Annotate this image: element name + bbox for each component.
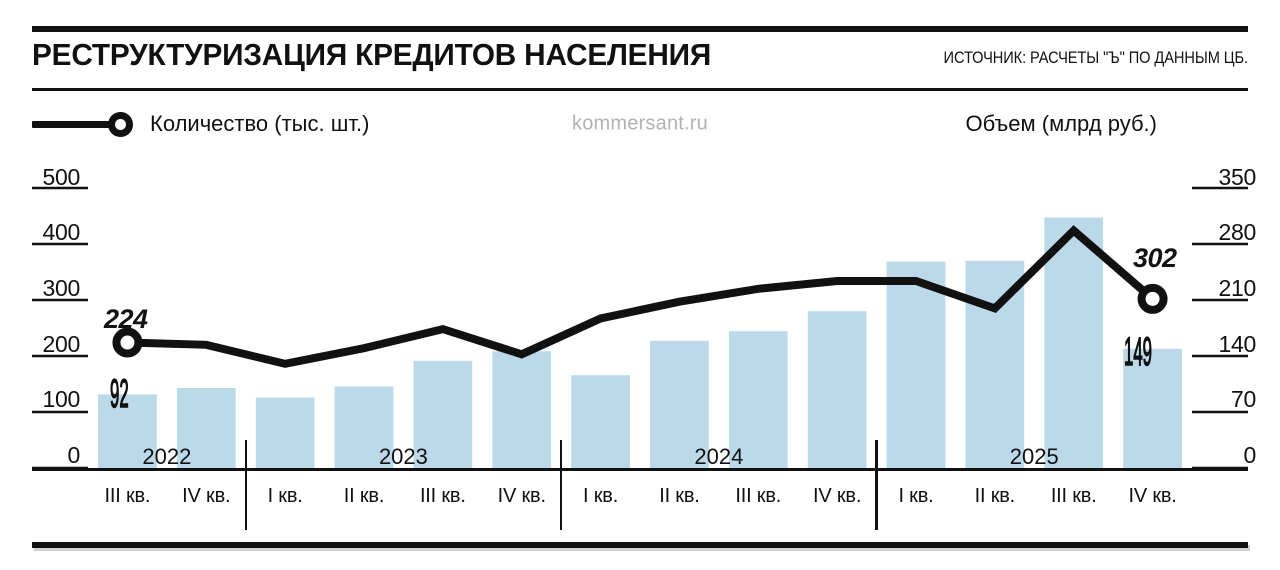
axis-right-tick-0: 0 xyxy=(1243,442,1257,468)
year-label: 2023 xyxy=(378,444,428,469)
count-line xyxy=(127,225,1156,368)
quarter-label: III кв. xyxy=(735,485,782,507)
year-label: 2024 xyxy=(694,444,744,469)
quarter-label: II кв. xyxy=(659,485,700,507)
bottom-rule xyxy=(32,542,1248,548)
axis-right-tick-280: 280 xyxy=(1218,219,1257,245)
legend-line-swatch xyxy=(32,120,112,128)
callout-volume-first: 92 xyxy=(110,371,129,417)
axis-right-tick-210: 210 xyxy=(1218,275,1257,301)
bar xyxy=(1044,217,1104,468)
quarter-label: III кв. xyxy=(419,485,466,507)
axis-right-tick-70: 70 xyxy=(1231,386,1256,412)
top-rule xyxy=(32,26,1248,32)
quarter-label: I кв. xyxy=(898,485,934,507)
watermark: kommersant.ru xyxy=(572,112,708,135)
axis-left-tick-500: 500 xyxy=(42,164,81,190)
quarter-label: I кв. xyxy=(583,485,619,507)
year-separator xyxy=(875,440,878,530)
quarter-label: IV кв. xyxy=(497,485,546,507)
quarter-label: IV кв. xyxy=(182,485,231,507)
callout-count-last: 302 xyxy=(1133,243,1177,273)
line-endpoint-marker xyxy=(1137,283,1168,314)
source-note: ИСТОЧНИК: РАСЧЕТЫ "Ъ" ПО ДАННЫМ ЦБ. xyxy=(943,48,1249,67)
legend-marker-icon xyxy=(108,111,133,137)
legend-item-volume: Объем (млрд руб.) xyxy=(966,104,1248,144)
quarter-label: III кв. xyxy=(1050,485,1097,507)
axis-left-tick-200: 200 xyxy=(42,331,81,357)
axis-left-tick-400: 400 xyxy=(42,219,81,245)
legend-bar-swatch xyxy=(1170,115,1248,134)
axis-right-tick-140: 140 xyxy=(1218,331,1257,357)
axis-left-tick-300: 300 xyxy=(42,275,81,301)
page-title: РЕСТРУКТУРИЗАЦИЯ КРЕДИТОВ НАСЕЛЕНИЯ xyxy=(32,37,712,72)
quarter-label: IV кв. xyxy=(813,485,862,507)
chart-legend: Количество (тыс. шт.) kommersant.ru Объе… xyxy=(32,104,1248,144)
callout-volume-last: 149 xyxy=(1124,329,1153,375)
legend-count-label: Количество (тыс. шт.) xyxy=(150,111,370,136)
axis-right-tick-350: 350 xyxy=(1218,164,1257,190)
year-label: 2025 xyxy=(1009,444,1059,469)
bar xyxy=(886,261,946,468)
year-label: 2022 xyxy=(142,444,192,469)
callout-count-first: 224 xyxy=(104,304,148,334)
chart-header: РЕСТРУКТУРИЗАЦИЯ КРЕДИТОВ НАСЕЛЕНИЯ ИСТО… xyxy=(32,36,1248,84)
year-separator xyxy=(559,440,563,530)
quarter-label: II кв. xyxy=(343,485,385,507)
title-rule xyxy=(32,88,1248,91)
quarter-label: I кв. xyxy=(267,485,303,507)
quarter-label: II кв. xyxy=(974,485,1016,507)
x-axis-line xyxy=(32,468,1248,471)
quarter-label: IV кв. xyxy=(1128,485,1177,507)
quarter-label: III кв. xyxy=(104,485,151,507)
year-separator xyxy=(244,440,247,530)
bar xyxy=(965,260,1025,468)
legend-volume-label: Объем (млрд руб.) xyxy=(965,111,1157,136)
axis-left-tick-100: 100 xyxy=(42,386,81,412)
legend-item-count: Количество (тыс. шт.) xyxy=(32,104,369,144)
axis-left-tick-0: 0 xyxy=(67,442,81,468)
